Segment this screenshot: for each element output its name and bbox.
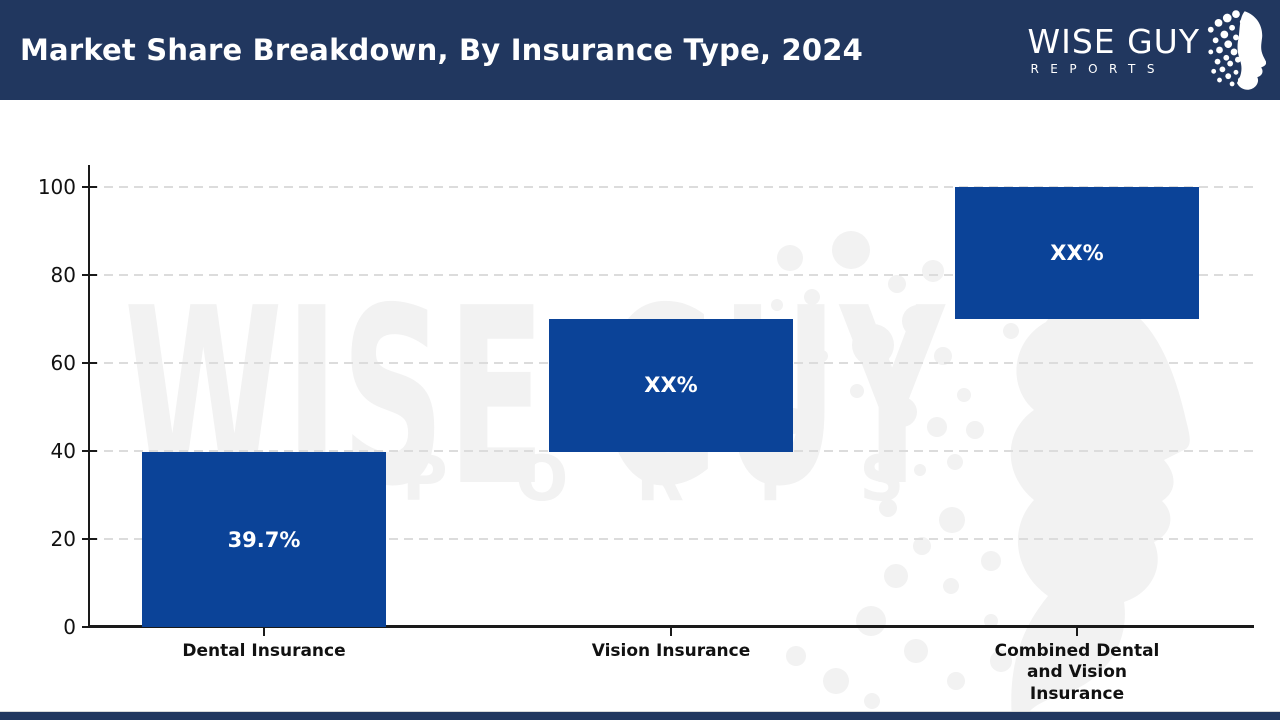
y-tick-label: 100 bbox=[37, 174, 76, 199]
footer-divider bbox=[0, 711, 1280, 712]
bar: XX% bbox=[549, 318, 793, 453]
x-category-label: Vision Insurance bbox=[591, 641, 751, 661]
bar-value-label: XX% bbox=[1050, 240, 1104, 265]
brand-logo: WISE GUY REPORTS bbox=[1027, 8, 1266, 92]
watermark-head-icon bbox=[771, 231, 1190, 720]
brand-subtitle: REPORTS bbox=[1030, 62, 1166, 76]
x-category-label: Combined Dental and Vision Insurance bbox=[994, 641, 1160, 704]
bar-value-label: XX% bbox=[644, 373, 698, 398]
x-tick-mark bbox=[670, 627, 672, 636]
x-tick-mark bbox=[1076, 627, 1078, 636]
y-tick-label: 20 bbox=[50, 526, 76, 551]
bar: 39.7% bbox=[142, 452, 386, 627]
footer-bar bbox=[0, 712, 1280, 720]
gridline bbox=[89, 273, 1253, 276]
y-tick-label: 80 bbox=[50, 262, 76, 287]
y-tick-label: 40 bbox=[50, 438, 76, 463]
brand-text: WISE GUY REPORTS bbox=[1027, 25, 1200, 75]
x-axis bbox=[88, 625, 1254, 628]
gridline bbox=[89, 537, 1253, 540]
bar: XX% bbox=[955, 186, 1199, 319]
page-title: Market Share Breakdown, By Insurance Typ… bbox=[20, 33, 864, 67]
brand-head-icon bbox=[1207, 10, 1266, 90]
bar-value-label: 39.7% bbox=[227, 527, 301, 552]
header: Market Share Breakdown, By Insurance Typ… bbox=[0, 0, 1280, 100]
gridline bbox=[89, 185, 1253, 188]
y-tick-label: 60 bbox=[50, 350, 76, 375]
x-category-label: Dental Insurance bbox=[182, 641, 346, 661]
y-tick-label: 0 bbox=[63, 615, 76, 639]
y-axis bbox=[88, 165, 90, 627]
brand-name: WISE GUY bbox=[1027, 22, 1200, 61]
x-tick-mark bbox=[263, 627, 265, 636]
